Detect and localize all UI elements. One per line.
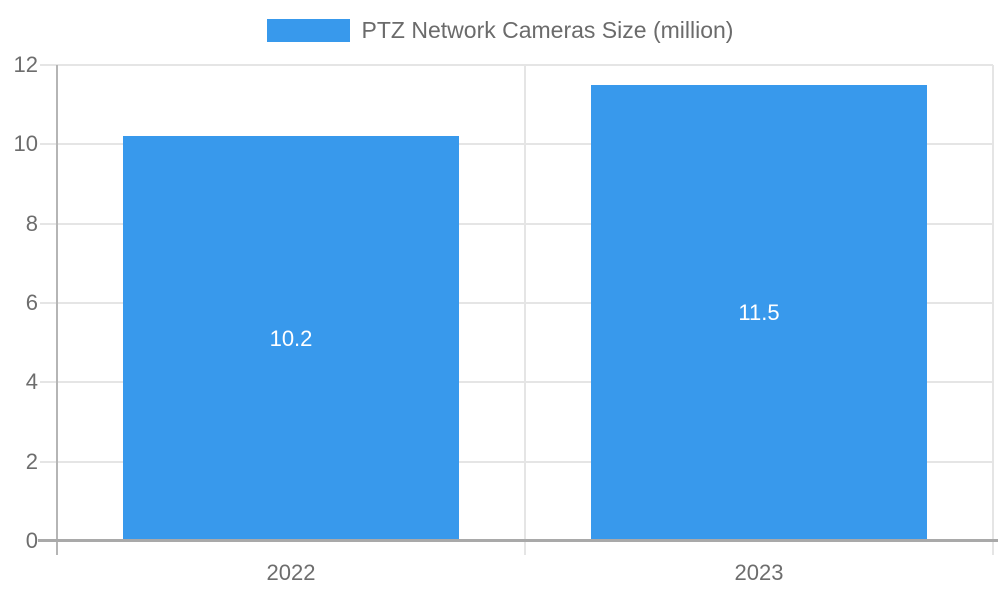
legend: PTZ Network Cameras Size (million) [0, 17, 1000, 43]
y-gridline-12 [40, 64, 993, 66]
legend-swatch [266, 19, 350, 42]
y-gridline-8 [40, 222, 993, 225]
y-tick-label-4: 4 [25, 369, 38, 395]
plot-area: 0 2 4 6 8 10 12 10.2 11.5 [14, 54, 998, 555]
x-tick-label-2023: 2023 [734, 560, 784, 585]
x-axis-baseline [38, 539, 998, 542]
x-axis-labels: 2022 2023 [57, 560, 993, 586]
x-gridline-right [992, 65, 994, 555]
y-gridline-6 [40, 302, 993, 304]
y-gridline-10 [40, 143, 993, 146]
bar-2023: 11.5 [590, 84, 928, 541]
legend-label: PTZ Network Cameras Size (million) [361, 17, 734, 43]
y-tick-label-6: 6 [25, 290, 38, 315]
bar-value-label-2023: 11.5 [738, 299, 780, 325]
bar-2022: 10.2 [122, 136, 460, 541]
y-tick-label-12: 12 [13, 52, 38, 77]
y-gridline-4 [40, 381, 993, 384]
x-tick-label-2022: 2022 [266, 560, 316, 585]
y-tick-label-0: 0 [25, 528, 38, 553]
y-tick-label-10: 10 [13, 131, 38, 157]
bar-value-label-2022: 10.2 [269, 325, 313, 351]
y-axis-line [56, 65, 58, 555]
x-gridline-middle [524, 65, 526, 555]
y-gridline-2 [40, 460, 993, 463]
y-tick-label-8: 8 [25, 210, 38, 236]
y-tick-label-2: 2 [25, 448, 38, 474]
